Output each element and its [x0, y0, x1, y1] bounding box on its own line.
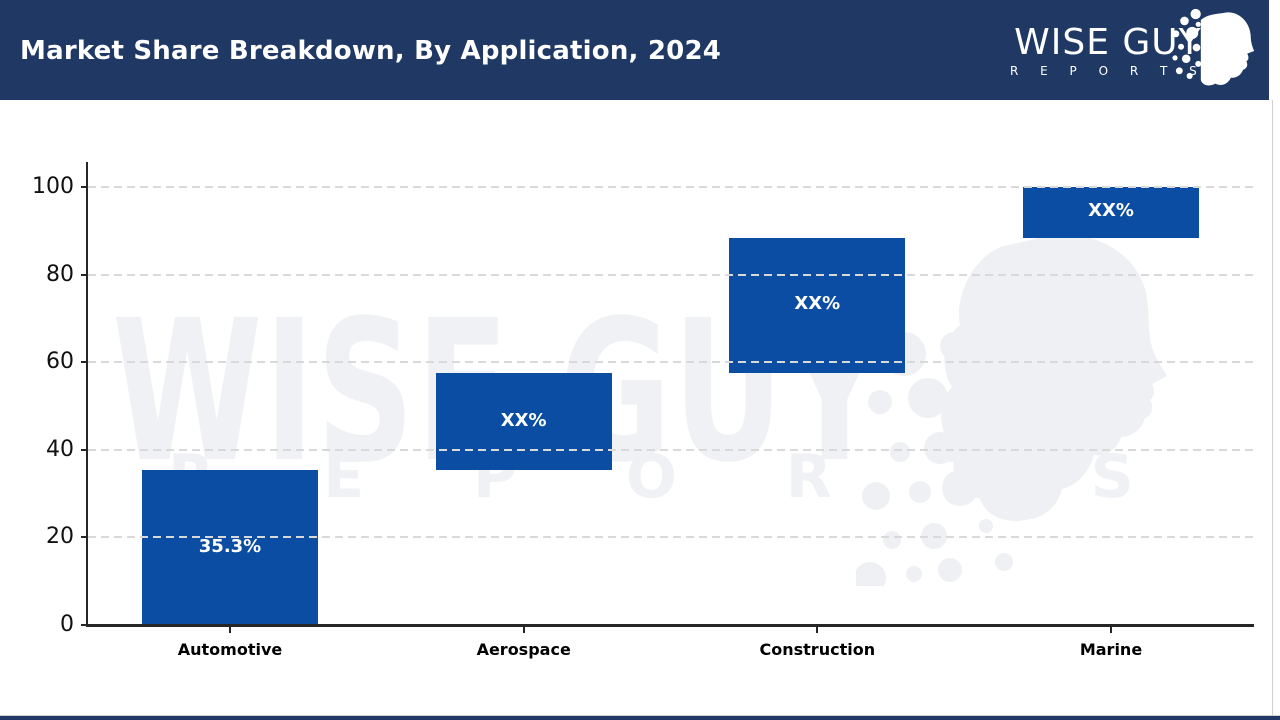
bar-aerospace: [435, 373, 612, 471]
bars-layer: [0, 100, 1280, 716]
grid-layer: [0, 100, 1280, 716]
chart-area: WISE GUY R E P O R T S 35.3% XX% XX% XX% Au…: [0, 100, 1280, 716]
category-label-marine: Marine: [1079, 640, 1143, 659]
y-tick-mark: [81, 361, 88, 364]
bar-value-label: XX%: [794, 293, 841, 315]
y-tick-label: 0: [60, 612, 74, 637]
wiseguy-logo: WISE GUY R E P O R T S: [1010, 6, 1255, 96]
logo-face-icon: [1172, 8, 1255, 86]
labels-layer: 35.3% XX% XX% XX%: [0, 100, 1280, 716]
y-tick-label: 60: [46, 349, 74, 375]
bar-value-label: XX%: [1088, 200, 1134, 222]
gridline-100: [88, 186, 1254, 188]
logo-subtext: R E P O R T S: [1010, 64, 1206, 78]
gridline-40: [88, 448, 1254, 451]
footer-strip: [0, 716, 1280, 720]
bar-value-label: 35.3%: [198, 535, 262, 557]
category-label-aerospace: Aerospace: [476, 640, 571, 659]
x-tick-mark: [522, 626, 525, 633]
category-label-automotive: Automotive: [177, 640, 283, 659]
bar-automotive: [142, 470, 318, 625]
x-tick-mark: [229, 626, 231, 633]
page-title: Market Share Breakdown, By Application, …: [20, 36, 722, 66]
x-axis-line: [86, 624, 1254, 627]
gridline-60: [88, 361, 1254, 364]
logo-wordmark: WISE GUY: [1014, 22, 1202, 63]
bar-construction: [729, 237, 906, 374]
y-tick-mark: [81, 624, 88, 626]
y-tick-label: 100: [32, 174, 74, 199]
header-bar: Market Share Breakdown, By Application, …: [0, 0, 1269, 100]
right-border-line: [1272, 100, 1273, 715]
x-tick-mark: [816, 626, 819, 633]
gridline-80: [88, 273, 1254, 276]
bottom-border-line: [0, 715, 1280, 716]
y-tick-mark: [81, 273, 88, 276]
gridline-20: [88, 536, 1254, 539]
y-tick-mark: [81, 186, 88, 188]
bar-value-label: XX%: [500, 409, 547, 431]
y-tick-label: 20: [46, 524, 74, 550]
x-tick-mark: [1110, 626, 1112, 633]
category-label-construction: Construction: [759, 640, 876, 659]
y-tick-label: 40: [46, 436, 74, 462]
y-tick-mark: [81, 536, 88, 539]
axis-layer: Automotive Aerospace Construction Marine 0 20…: [0, 100, 1280, 716]
y-tick-label: 80: [46, 261, 74, 287]
y-tick-mark: [81, 448, 88, 451]
y-axis-line: [86, 162, 88, 627]
logo-text: WISE GUY R E P O R T S: [1010, 22, 1206, 79]
bar-marine: [1023, 187, 1199, 238]
